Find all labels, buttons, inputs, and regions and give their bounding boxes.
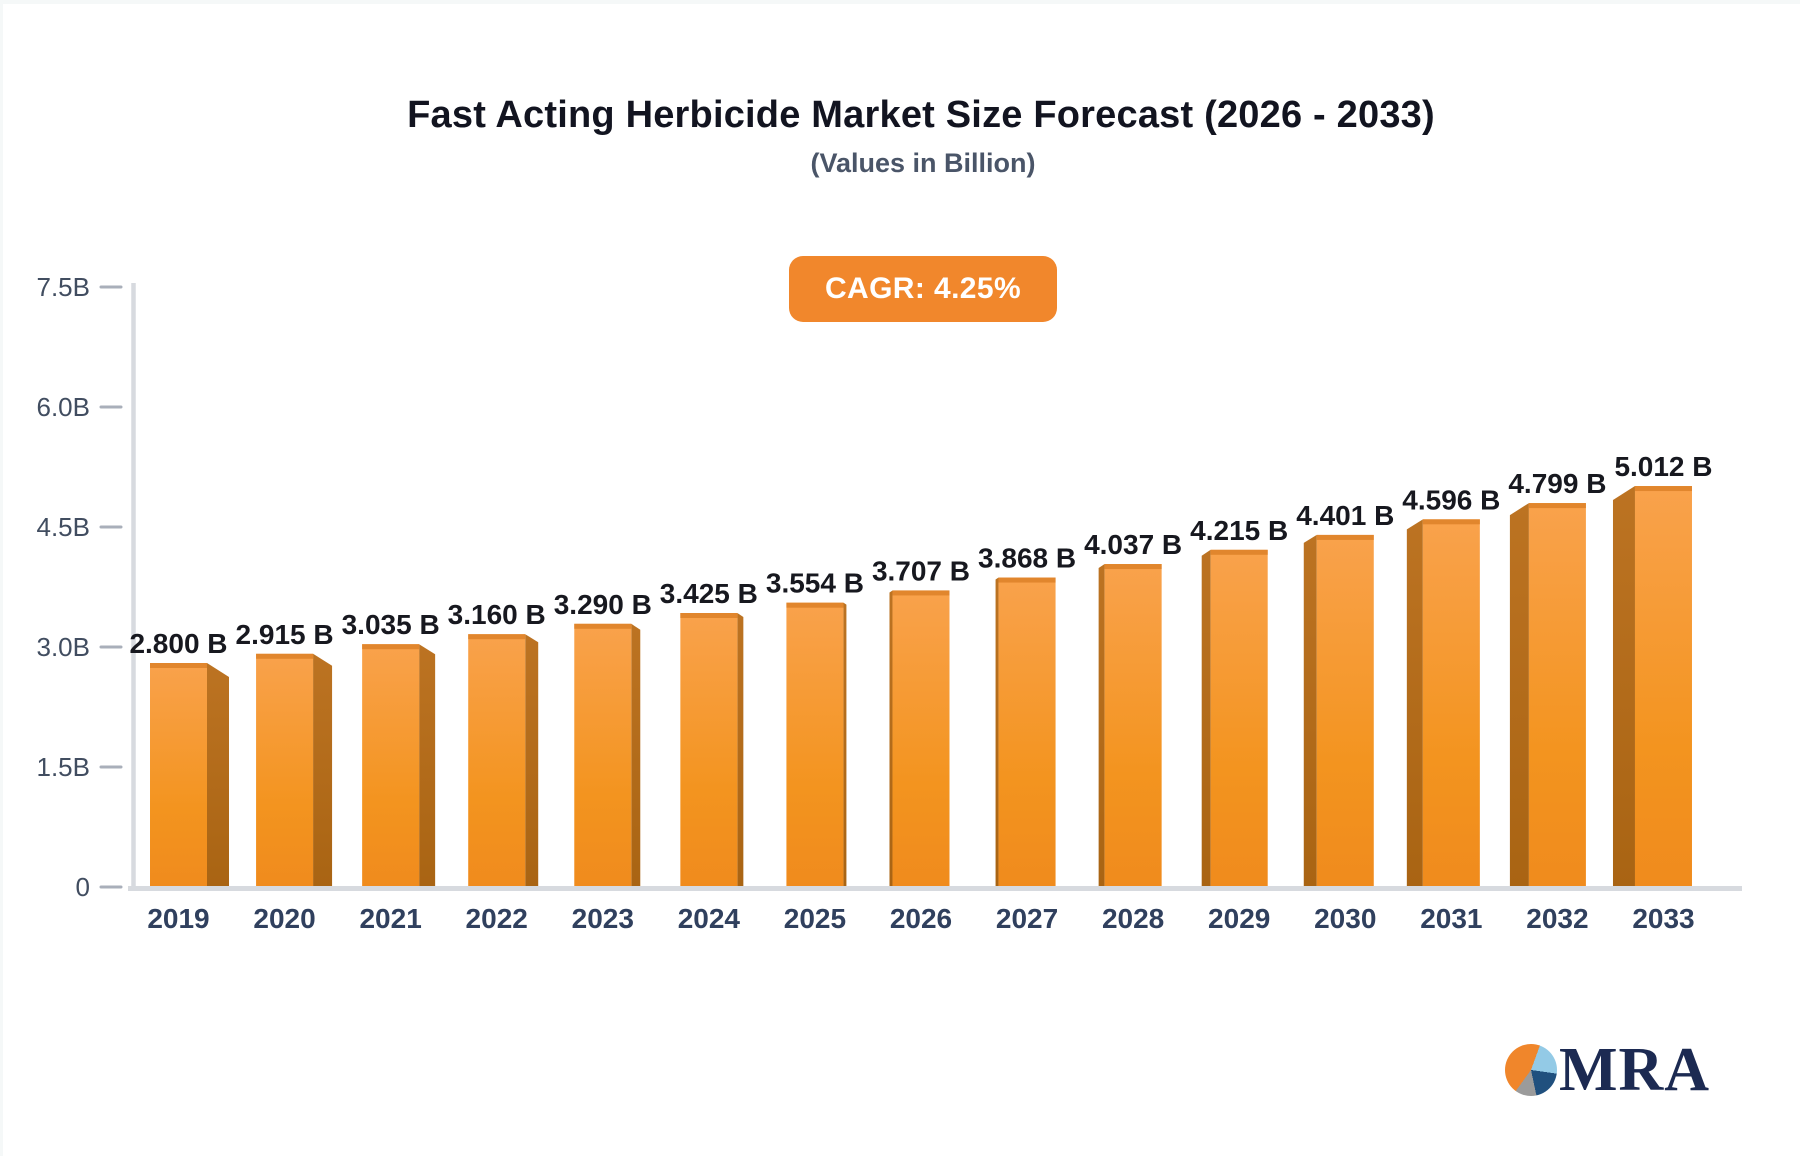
bar-side-face-2029 xyxy=(1201,549,1211,887)
pie-chart-logo-icon xyxy=(1505,1044,1557,1096)
bar-top-band-2028 xyxy=(1104,564,1162,570)
bar-top-band-2031 xyxy=(1422,519,1480,525)
value-label-2024: 3.425 B xyxy=(660,578,758,609)
bar-2032 xyxy=(1528,503,1586,887)
bar-side-face-2031 xyxy=(1406,519,1423,887)
y-tick-label-4.5B: 4.5B xyxy=(37,512,91,542)
bar-2023 xyxy=(574,623,632,887)
bar-2033 xyxy=(1634,486,1692,887)
y-tick-label-1.5B: 1.5B xyxy=(37,752,91,782)
bar-top-band-2033 xyxy=(1634,486,1692,492)
bar-top-band-2022 xyxy=(468,634,526,640)
bar-top-band-2025 xyxy=(786,602,844,608)
bar-2019 xyxy=(150,663,207,887)
bar-top-band-2024 xyxy=(680,613,738,618)
x-tick-label-2027: 2027 xyxy=(996,903,1058,934)
cagr-badge-label: CAGR: 4.25% xyxy=(824,272,1022,305)
x-tick-label-2020: 2020 xyxy=(253,903,315,934)
value-label-2022: 3.160 B xyxy=(448,599,546,630)
bar-2031 xyxy=(1422,519,1480,887)
y-tick-label-7.5B: 7.5B xyxy=(37,272,91,302)
cagr-badge: CAGR: 4.25% xyxy=(789,256,1057,322)
x-tick-label-2028: 2028 xyxy=(1102,903,1164,934)
x-tick-label-2021: 2021 xyxy=(359,903,421,934)
bar-top-band-2019 xyxy=(150,663,207,668)
x-tick-label-2026: 2026 xyxy=(890,903,952,934)
bar-top-band-2030 xyxy=(1316,534,1374,540)
bar-side-face-2027 xyxy=(995,577,999,887)
y-tick-label-0: 0 xyxy=(76,872,90,902)
bar-2022 xyxy=(468,634,526,887)
value-label-2027: 3.868 B xyxy=(978,543,1076,574)
bar-top-band-2023 xyxy=(574,623,632,629)
value-label-2026: 3.707 B xyxy=(872,555,970,586)
bar-side-face-2030 xyxy=(1303,534,1317,887)
x-tick-label-2031: 2031 xyxy=(1420,903,1482,934)
bar-top-band-2026 xyxy=(892,590,950,596)
bar-top-band-2027 xyxy=(998,577,1056,583)
bar-2027 xyxy=(998,577,1056,887)
y-tick-label-3.0B: 3.0B xyxy=(37,632,91,662)
value-label-2029: 4.215 B xyxy=(1190,515,1288,546)
bar-side-face-2033 xyxy=(1612,486,1635,887)
bar-side-face-2023 xyxy=(631,623,641,887)
x-tick-label-2023: 2023 xyxy=(572,903,634,934)
x-tick-label-2022: 2022 xyxy=(466,903,528,934)
value-label-2030: 4.401 B xyxy=(1296,500,1394,531)
bar-side-face-2025 xyxy=(843,602,847,887)
value-label-2025: 3.554 B xyxy=(766,568,864,599)
value-label-2033: 5.012 B xyxy=(1614,451,1712,482)
x-tick-label-2033: 2033 xyxy=(1632,903,1694,934)
x-tick-label-2029: 2029 xyxy=(1208,903,1270,934)
value-label-2021: 3.035 B xyxy=(342,609,440,640)
bar-2026 xyxy=(892,590,950,887)
bar-side-face-2021 xyxy=(419,644,436,887)
bar-2030 xyxy=(1316,534,1374,887)
left-edge-strip xyxy=(0,0,3,1156)
bar-2029 xyxy=(1210,549,1268,887)
x-tick-label-2019: 2019 xyxy=(147,903,209,934)
page-title: Fast Acting Herbicide Market Size Foreca… xyxy=(407,94,1435,136)
value-label-2031: 4.596 B xyxy=(1402,484,1500,515)
bar-side-face-2024 xyxy=(737,613,744,887)
x-tick-label-2024: 2024 xyxy=(678,903,741,934)
value-label-2028: 4.037 B xyxy=(1084,529,1182,560)
bar-side-face-2028 xyxy=(1098,564,1105,887)
value-label-2020: 2.915 B xyxy=(236,619,334,650)
value-label-2032: 4.799 B xyxy=(1508,468,1606,499)
value-label-2023: 3.290 B xyxy=(554,589,652,620)
x-tick-label-2030: 2030 xyxy=(1314,903,1376,934)
logo-text: MRA xyxy=(1559,1036,1711,1104)
chart-subtitle: (Values in Billion) xyxy=(810,148,1036,178)
mra-logo: MRA xyxy=(1505,1038,1710,1102)
bar-top-band-2021 xyxy=(362,644,420,650)
bar-side-face-2026 xyxy=(889,590,893,887)
bar-side-face-2022 xyxy=(525,634,539,887)
bar-2020 xyxy=(256,653,314,887)
x-tick-label-2032: 2032 xyxy=(1526,903,1588,934)
top-edge-strip xyxy=(0,0,1800,4)
bar-2024 xyxy=(680,613,738,887)
y-tick-label-6.0B: 6.0B xyxy=(37,392,91,422)
value-label-2019: 2.800 B xyxy=(129,628,227,659)
bar-top-band-2032 xyxy=(1528,503,1586,509)
bar-top-band-2029 xyxy=(1210,549,1268,555)
bar-2025 xyxy=(786,602,844,887)
bar-2028 xyxy=(1104,564,1162,887)
bar-side-face-2020 xyxy=(313,653,333,887)
x-tick-label-2025: 2025 xyxy=(784,903,846,934)
bar-top-band-2020 xyxy=(256,653,314,659)
bar-2021 xyxy=(362,644,420,887)
bar-side-face-2032 xyxy=(1509,503,1529,887)
bar-side-face-2019 xyxy=(207,663,229,887)
